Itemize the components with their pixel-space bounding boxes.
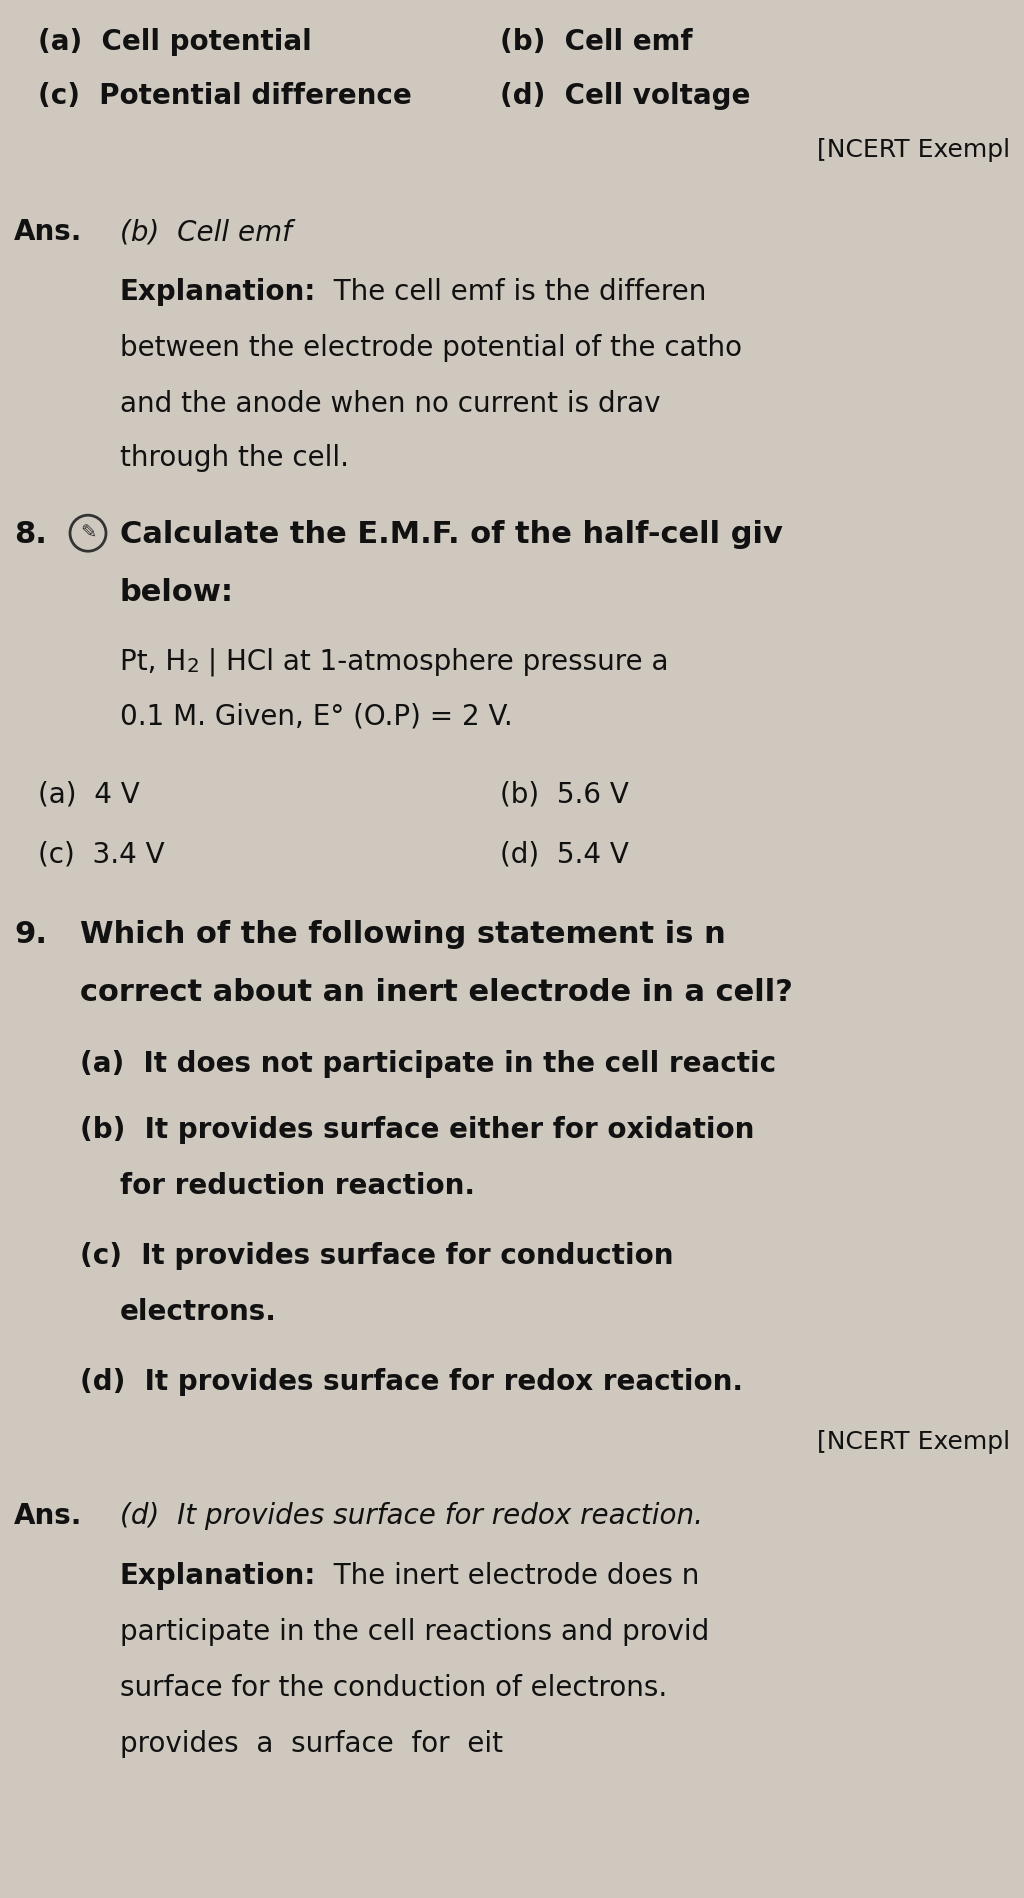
Text: Explanation:: Explanation: bbox=[120, 1562, 316, 1591]
Text: through the cell.: through the cell. bbox=[120, 444, 349, 473]
Text: 8.: 8. bbox=[14, 520, 47, 549]
Text: [NCERT Exempl: [NCERT Exempl bbox=[817, 139, 1010, 161]
Text: (a)  It does not participate in the cell reactic: (a) It does not participate in the cell … bbox=[80, 1050, 776, 1078]
Text: 0.1 M. Given, E° (O.P) = 2 V.: 0.1 M. Given, E° (O.P) = 2 V. bbox=[120, 702, 513, 731]
Text: and the anode when no current is drav: and the anode when no current is drav bbox=[120, 389, 660, 418]
Text: for reduction reaction.: for reduction reaction. bbox=[120, 1171, 475, 1200]
Text: (b)  5.6 V: (b) 5.6 V bbox=[500, 780, 629, 809]
Text: electrons.: electrons. bbox=[120, 1298, 276, 1327]
Text: | HCl at 1-atmosphere pressure a: | HCl at 1-atmosphere pressure a bbox=[199, 647, 669, 676]
Text: (b)  Cell emf: (b) Cell emf bbox=[120, 218, 292, 247]
Text: (d)  It provides surface for redox reaction.: (d) It provides surface for redox reacti… bbox=[80, 1368, 743, 1397]
Text: between the electrode potential of the catho: between the electrode potential of the c… bbox=[120, 334, 742, 363]
Text: (c)  It provides surface for conduction: (c) It provides surface for conduction bbox=[80, 1241, 674, 1270]
Text: (d)  Cell voltage: (d) Cell voltage bbox=[500, 82, 751, 110]
Text: The inert electrode does n: The inert electrode does n bbox=[316, 1562, 699, 1591]
Text: (d)  It provides surface for redox reaction.: (d) It provides surface for redox reacti… bbox=[120, 1501, 703, 1530]
Text: provides  a  surface  for  eit: provides a surface for eit bbox=[120, 1729, 503, 1758]
Text: (c)  3.4 V: (c) 3.4 V bbox=[38, 841, 165, 867]
Text: (b)  Cell emf: (b) Cell emf bbox=[500, 28, 692, 57]
Text: (d)  5.4 V: (d) 5.4 V bbox=[500, 841, 629, 867]
Text: Ans.: Ans. bbox=[14, 1501, 82, 1530]
Text: Pt, H: Pt, H bbox=[120, 647, 186, 676]
Text: 2: 2 bbox=[186, 657, 199, 676]
Text: below:: below: bbox=[120, 579, 234, 607]
Text: Ans.: Ans. bbox=[14, 218, 82, 247]
Text: (a)  4 V: (a) 4 V bbox=[38, 780, 139, 809]
Text: correct about an inert electrode in a cell?: correct about an inert electrode in a ce… bbox=[80, 977, 793, 1008]
Text: (c)  Potential difference: (c) Potential difference bbox=[38, 82, 412, 110]
Text: (a)  Cell potential: (a) Cell potential bbox=[38, 28, 311, 57]
Text: 9.: 9. bbox=[14, 921, 47, 949]
Text: surface for the conduction of electrons.: surface for the conduction of electrons. bbox=[120, 1674, 668, 1703]
Text: (b)  It provides surface either for oxidation: (b) It provides surface either for oxida… bbox=[80, 1116, 755, 1144]
Text: Calculate the E.M.F. of the half-cell giv: Calculate the E.M.F. of the half-cell gi… bbox=[120, 520, 783, 549]
Text: The cell emf is the differen: The cell emf is the differen bbox=[316, 277, 707, 306]
Text: Explanation:: Explanation: bbox=[120, 277, 316, 306]
Text: [NCERT Exempl: [NCERT Exempl bbox=[817, 1429, 1010, 1454]
Text: ✎: ✎ bbox=[80, 524, 96, 543]
Text: participate in the cell reactions and provid: participate in the cell reactions and pr… bbox=[120, 1617, 710, 1646]
Text: Which of the following statement is n: Which of the following statement is n bbox=[80, 921, 726, 949]
